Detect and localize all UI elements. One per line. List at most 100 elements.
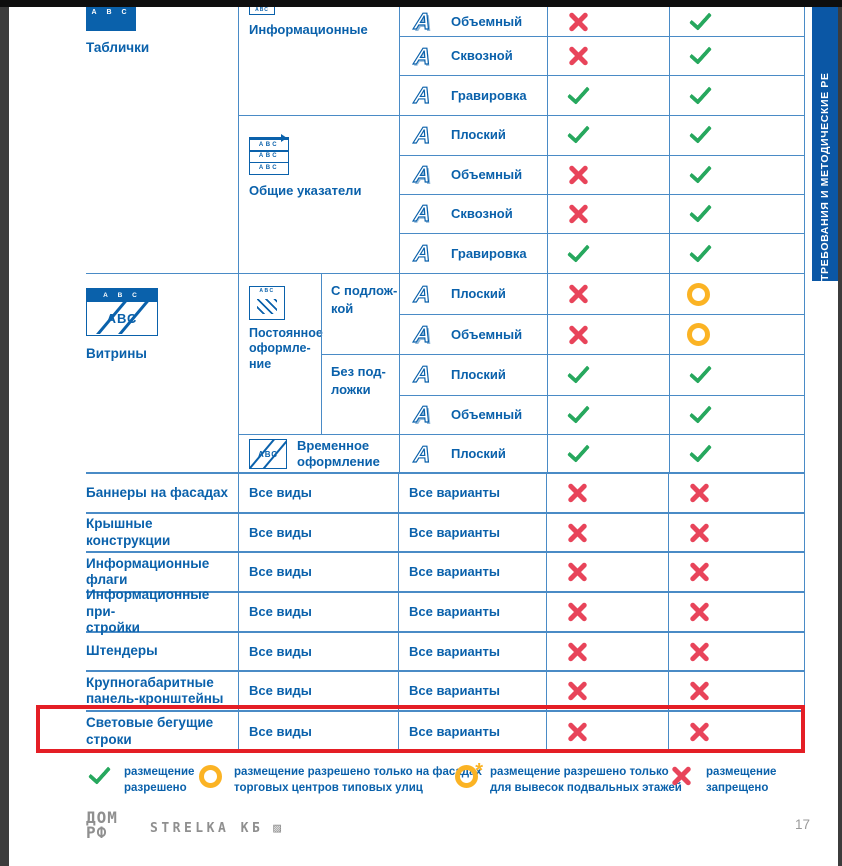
variant-cell: Гравировка <box>400 76 547 115</box>
status-cell-courtyard <box>669 7 804 36</box>
status-cell-street <box>546 514 668 551</box>
legend-item-forbidden: размещение запрещено <box>668 763 776 796</box>
category-cell: Крупногабаритные панель-кронштейны <box>86 672 238 710</box>
types-cell: Все виды <box>238 474 398 512</box>
variants-cell: Все варианты <box>398 672 546 710</box>
status-cell-courtyard <box>669 37 804 75</box>
subtype-cell: Без под- ложки <box>322 355 399 434</box>
variants-column: Плоский Объемный <box>399 355 804 434</box>
abc-hatch-box-icon: АВС <box>249 286 285 320</box>
group-vremennoe: АВС Временное оформление Плоский <box>239 434 804 473</box>
group-informacionnye: АВС Информационные Объемный <box>239 7 804 115</box>
status-cell-street <box>547 7 669 36</box>
variants-label: Все варианты <box>409 643 500 659</box>
abc-row: АВС <box>249 138 289 152</box>
table-row: Объемный <box>400 154 804 194</box>
letter-a-engraved-icon <box>413 242 439 265</box>
status-cell-street <box>546 672 668 710</box>
variant-label: Плоский <box>451 286 506 302</box>
status-mark <box>565 9 591 35</box>
table-row: Информационные флаги Все виды Все вариан… <box>86 551 804 591</box>
status-mark <box>687 162 713 188</box>
page-number: 17 <box>795 817 811 832</box>
table-section-simple: Баннеры на фасадах Все виды Все варианты… <box>86 472 805 753</box>
variant-label: Плоский <box>451 127 506 143</box>
variant-label: Плоский <box>451 366 506 382</box>
status-mark <box>686 480 712 506</box>
groups-column: АВС Информационные Объемный <box>238 7 804 273</box>
category-label: Таблички <box>86 40 150 55</box>
status-cell-courtyard <box>669 76 804 115</box>
subtype-cell: С подлож- кой <box>322 274 399 354</box>
status-cell-courtyard <box>669 395 804 434</box>
category-label: Крышные конструкции <box>86 516 171 548</box>
table-row: Плоский <box>400 274 804 314</box>
status-mark <box>687 282 710 306</box>
variant-label: Объемный <box>451 166 523 182</box>
status-mark <box>565 162 591 188</box>
legend-item-allowed: размещение разрешено <box>86 763 194 796</box>
variant-label: Сквозной <box>451 48 513 64</box>
variants-cell: Все варианты <box>398 553 546 591</box>
variant-label: Гравировка <box>451 87 527 103</box>
status-cell-street <box>547 37 669 75</box>
status-mark <box>687 241 713 267</box>
table-row: Объемный <box>400 314 804 354</box>
variants-label: Все варианты <box>409 683 500 699</box>
status-mark <box>687 402 713 428</box>
hatch-pattern <box>257 299 277 314</box>
variant-cell: Сквозной <box>400 37 547 75</box>
table-row: Штендеры Все виды Все варианты <box>86 631 804 670</box>
variant-cell: Плоский <box>400 435 547 473</box>
variant-cell: Плоский <box>400 355 547 395</box>
variants-column: Объемный Сквозной <box>399 7 804 115</box>
status-cell-courtyard <box>668 593 804 631</box>
group-postoyannoe: АВС Постоянное оформле- ние С подлож- ко… <box>239 274 804 434</box>
type-cell: АВС Информационные <box>239 7 399 115</box>
status-cell-street <box>547 234 669 273</box>
status-mark <box>564 480 590 506</box>
abc-plate-icon: А В С <box>86 7 136 31</box>
viewer-right-edge <box>838 7 842 866</box>
status-cell-courtyard <box>668 553 804 591</box>
types-cell: Все виды <box>238 553 398 591</box>
status-mark <box>564 639 590 665</box>
subgroup-s-podlozhkoy: С подлож- кой Плоский <box>322 274 804 354</box>
status-mark <box>565 122 591 148</box>
category-cell: А В С Таблички <box>86 7 238 273</box>
status-cell-street <box>547 315 669 354</box>
type-label: Информационные <box>249 22 368 37</box>
types-label: Все виды <box>249 604 312 620</box>
status-mark <box>687 122 713 148</box>
type-cell: АВС Временное оформление <box>239 435 399 473</box>
type-label: Постоянное оформле- ние <box>249 326 323 371</box>
status-cell-street <box>547 116 669 155</box>
category-label: Световые бегущие строки <box>86 715 214 747</box>
subgroups-column: С подлож- кой Плоский <box>321 274 804 434</box>
letter-a-volume-icon <box>413 323 439 346</box>
variant-label: Сквозной <box>451 205 513 221</box>
status-mark <box>565 43 591 69</box>
status-mark <box>687 323 710 346</box>
types-label: Все виды <box>249 524 312 540</box>
status-cell-courtyard <box>669 315 804 354</box>
variant-label: Плоский <box>451 446 506 462</box>
table-row: Сквозной <box>400 36 804 75</box>
category-cell: Информационные флаги <box>86 553 238 591</box>
letter-a-engraved-icon <box>413 84 439 107</box>
status-cell-street <box>546 553 668 591</box>
variants-label: Все варианты <box>409 604 500 620</box>
abc-row: АВС <box>249 161 289 175</box>
abc-strikethrough-icon: АВС <box>249 439 287 469</box>
table-row: Гравировка <box>400 233 804 273</box>
variants-cell: Все варианты <box>398 593 546 631</box>
status-mark <box>687 201 713 227</box>
letter-a-volume-icon <box>413 163 439 186</box>
subgroup-bez-podlozhki: Без под- ложки Плоский <box>322 354 804 434</box>
types-cell: Все виды <box>238 514 398 551</box>
status-cell-street <box>546 633 668 670</box>
status-cell-courtyard <box>669 116 804 155</box>
variants-column: Плоский <box>399 435 804 473</box>
letter-a-volume-icon <box>413 403 439 426</box>
variant-label: Объемный <box>451 326 523 342</box>
